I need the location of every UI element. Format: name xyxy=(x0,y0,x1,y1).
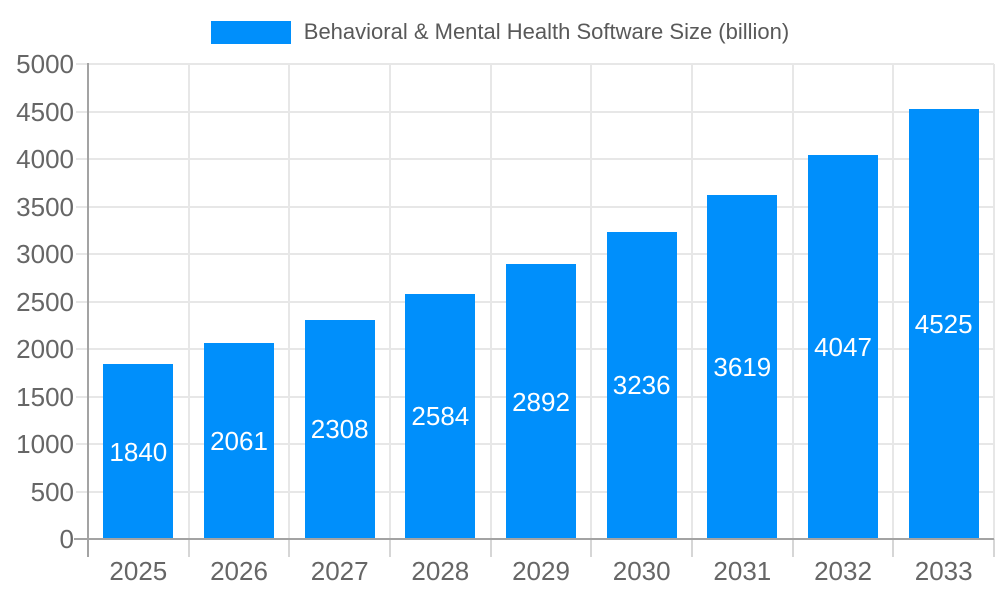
bar-value-label: 3619 xyxy=(713,352,772,383)
y-axis-tick-label: 4500 xyxy=(16,96,74,127)
bar-2032[interactable] xyxy=(808,154,878,539)
y-axis-tick xyxy=(76,63,88,65)
x-axis-tick-label: 2025 xyxy=(109,556,168,586)
y-gridline xyxy=(88,253,994,255)
y-axis-tick xyxy=(76,253,88,255)
x-gridline xyxy=(288,64,291,539)
x-axis-tick xyxy=(892,539,895,557)
y-axis-tick xyxy=(76,158,88,160)
legend-marker-swatch xyxy=(210,20,291,44)
bar-value-label: 4047 xyxy=(814,331,872,362)
x-gridline xyxy=(892,64,895,539)
bar-value-label: 1840 xyxy=(109,436,168,467)
y-axis-tick xyxy=(76,490,88,493)
x-axis-tick xyxy=(187,539,190,557)
x-axis-tick-label: 2032 xyxy=(814,556,872,586)
y-axis-tick xyxy=(76,348,88,350)
bar-2027[interactable] xyxy=(304,319,375,539)
y-axis-tick-label: 3500 xyxy=(16,191,74,222)
x-gridline xyxy=(489,64,492,539)
y-gridline xyxy=(88,110,994,113)
bar-2031[interactable] xyxy=(707,195,778,539)
x-gridline xyxy=(691,64,693,539)
x-axis-tick-label: 2027 xyxy=(310,556,369,586)
x-axis-tick xyxy=(590,539,593,557)
x-axis-tick xyxy=(389,539,391,557)
y-axis-line xyxy=(87,63,89,557)
x-gridline xyxy=(187,64,190,539)
y-axis-tick-label: 500 xyxy=(30,476,74,507)
y-axis-tick-label: 4000 xyxy=(16,144,74,174)
x-axis-tick-label: 2029 xyxy=(512,556,570,586)
x-axis-tick-label: 2031 xyxy=(713,556,772,586)
x-axis-tick xyxy=(489,539,492,557)
bar-value-label: 3236 xyxy=(612,370,671,401)
bar-2033[interactable] xyxy=(908,109,979,539)
legend-item[interactable]: Behavioral & Mental Health Software Size… xyxy=(0,14,1000,50)
x-axis-tick-label: 2033 xyxy=(914,556,973,586)
x-axis-tick-label: 2026 xyxy=(210,556,268,586)
y-axis-tick xyxy=(76,300,88,303)
bar-2025[interactable] xyxy=(103,364,174,539)
bar-value-label: 2061 xyxy=(210,426,268,457)
bar-value-label: 2308 xyxy=(310,414,369,445)
y-axis-tick-label: 1500 xyxy=(16,381,74,412)
y-axis-tick-label: 2500 xyxy=(16,286,74,317)
x-gridline xyxy=(389,64,391,539)
y-axis-tick-label: 2000 xyxy=(16,334,74,364)
y-axis-tick xyxy=(76,395,88,398)
y-gridline xyxy=(88,205,994,208)
x-axis-tick xyxy=(791,539,794,557)
legend-label: Behavioral & Mental Health Software Size… xyxy=(303,19,790,44)
y-axis-tick-label: 5000 xyxy=(16,49,74,79)
y-axis-tick xyxy=(76,205,88,208)
bar-value-label: 4525 xyxy=(914,309,973,340)
bar-2030[interactable] xyxy=(606,231,677,539)
x-axis-tick xyxy=(691,539,693,557)
bar-2026[interactable] xyxy=(204,343,274,539)
x-gridline xyxy=(993,64,995,539)
y-axis-tick xyxy=(76,110,88,113)
bar-value-label: 2584 xyxy=(411,401,470,432)
y-gridline xyxy=(88,158,994,160)
bar-2029[interactable] xyxy=(506,264,576,539)
x-axis-tick-label: 2028 xyxy=(411,556,470,586)
bar-value-label: 2892 xyxy=(512,386,570,417)
y-axis-tick-label: 0 xyxy=(59,524,74,554)
y-axis-tick-label: 3000 xyxy=(16,239,74,269)
bar-2028[interactable] xyxy=(405,293,476,539)
y-axis-tick xyxy=(76,443,88,445)
x-axis-tick xyxy=(993,539,995,557)
x-axis-line xyxy=(74,538,994,540)
x-gridline xyxy=(791,64,794,539)
y-axis-tick-label: 1000 xyxy=(16,429,74,459)
x-axis-tick xyxy=(288,539,291,557)
x-gridline xyxy=(590,64,593,539)
y-gridline xyxy=(88,63,994,65)
x-axis-tick-label: 2030 xyxy=(612,556,671,586)
